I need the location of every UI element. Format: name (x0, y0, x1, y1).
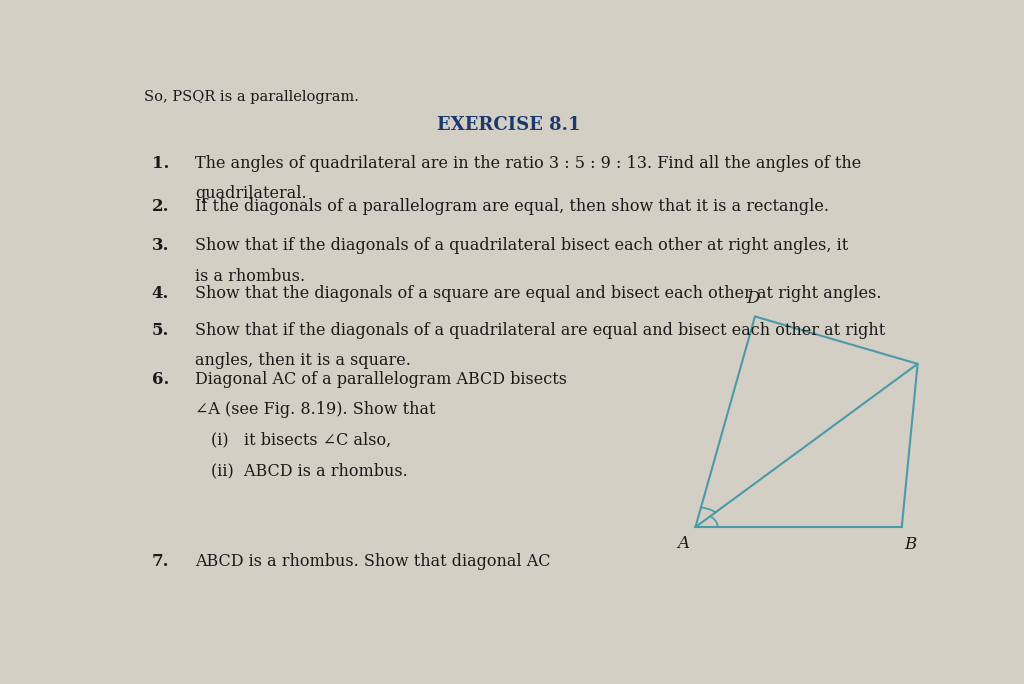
Text: 7.: 7. (152, 553, 169, 570)
Text: A: A (678, 535, 689, 552)
Text: angles, then it is a square.: angles, then it is a square. (196, 352, 412, 369)
Text: 2.: 2. (152, 198, 169, 215)
Text: The angles of quadrilateral are in the ratio 3 : 5 : 9 : 13. Find all the angles: The angles of quadrilateral are in the r… (196, 155, 862, 172)
Text: B: B (904, 536, 916, 553)
Text: D: D (745, 291, 759, 308)
Text: 5.: 5. (152, 321, 169, 339)
Text: 4.: 4. (152, 285, 169, 302)
Text: Show that the diagonals of a square are equal and bisect each other at right ang: Show that the diagonals of a square are … (196, 285, 882, 302)
Text: quadrilateral.: quadrilateral. (196, 185, 307, 202)
Text: ∠A (see Fig. 8.19). Show that: ∠A (see Fig. 8.19). Show that (196, 402, 436, 418)
Text: Show that if the diagonals of a quadrilateral are equal and bisect each other at: Show that if the diagonals of a quadrila… (196, 321, 886, 339)
Text: Diagonal AC of a parallelogram ABCD bisects: Diagonal AC of a parallelogram ABCD bise… (196, 371, 567, 388)
Text: (ii)  ABCD is a rhombus.: (ii) ABCD is a rhombus. (211, 462, 409, 479)
Text: If the diagonals of a parallelogram are equal, then show that it is a rectangle.: If the diagonals of a parallelogram are … (196, 198, 829, 215)
Text: EXERCISE 8.1: EXERCISE 8.1 (437, 116, 581, 134)
Text: 6.: 6. (152, 371, 169, 388)
Text: Show that if the diagonals of a quadrilateral bisect each other at right angles,: Show that if the diagonals of a quadrila… (196, 237, 849, 254)
Text: 1.: 1. (152, 155, 169, 172)
Text: (i)   it bisects ∠C also,: (i) it bisects ∠C also, (211, 432, 391, 449)
Text: So, PSQR is a parallelogram.: So, PSQR is a parallelogram. (143, 90, 358, 104)
Text: is a rhombus.: is a rhombus. (196, 268, 305, 285)
Text: ABCD is a rhombus. Show that diagonal AC: ABCD is a rhombus. Show that diagonal AC (196, 553, 551, 570)
Text: 3.: 3. (152, 237, 169, 254)
